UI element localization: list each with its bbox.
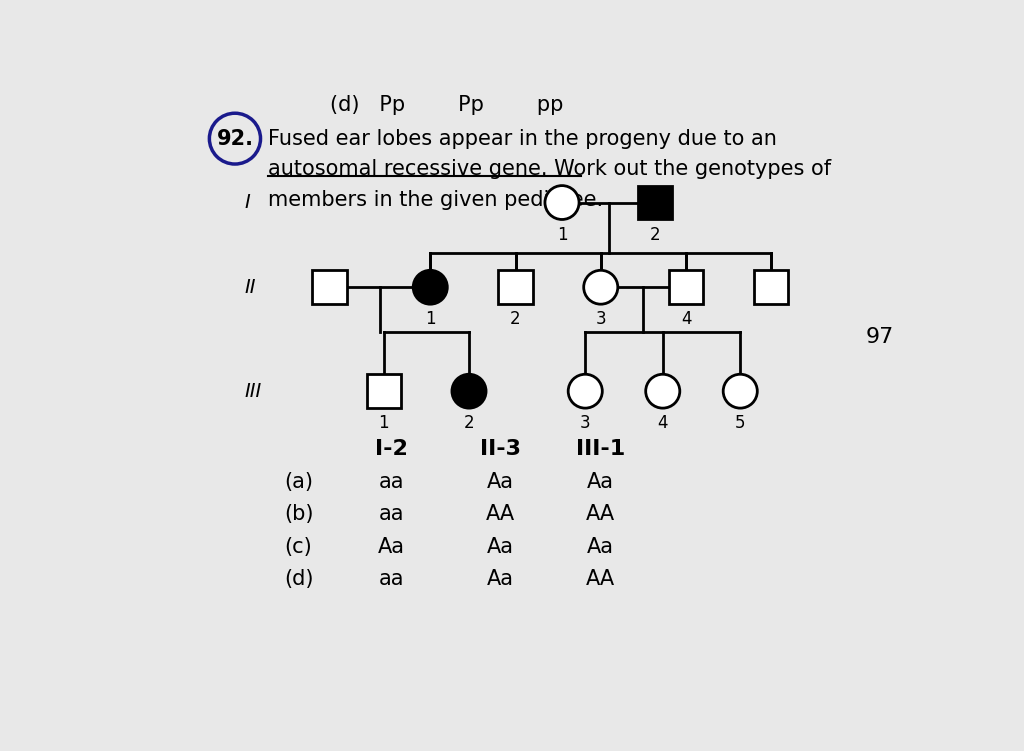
Text: 2: 2: [464, 415, 474, 433]
Text: (d): (d): [284, 569, 313, 589]
Text: III-1: III-1: [577, 439, 626, 459]
Bar: [367, 374, 400, 408]
Text: 1: 1: [379, 415, 389, 433]
Bar: [638, 185, 672, 219]
Text: (d)   Pp        Pp        pp: (d) Pp Pp pp: [330, 95, 563, 115]
Text: I: I: [245, 193, 250, 212]
Text: 3: 3: [580, 415, 591, 433]
Text: 4: 4: [681, 310, 691, 328]
Text: 5: 5: [735, 415, 745, 433]
Text: 2: 2: [510, 310, 521, 328]
Circle shape: [414, 270, 447, 304]
Text: 1: 1: [425, 310, 435, 328]
Text: II: II: [245, 278, 256, 297]
Text: AA: AA: [586, 569, 615, 589]
Circle shape: [452, 374, 486, 408]
Bar: [755, 270, 788, 304]
Circle shape: [568, 374, 602, 408]
Text: III: III: [245, 382, 261, 401]
Text: Aa: Aa: [587, 537, 614, 556]
Text: 97: 97: [865, 327, 894, 347]
Text: Fused ear lobes appear in the progeny due to an: Fused ear lobes appear in the progeny du…: [267, 128, 776, 149]
Bar: [499, 270, 532, 304]
Text: II-3: II-3: [479, 439, 520, 459]
Text: 4: 4: [657, 415, 668, 433]
Circle shape: [584, 270, 617, 304]
Text: autosomal recessive gene. Work out the genotypes of: autosomal recessive gene. Work out the g…: [267, 159, 830, 179]
Text: (c): (c): [285, 537, 312, 556]
Circle shape: [209, 113, 260, 164]
Text: 3: 3: [595, 310, 606, 328]
Text: 1: 1: [557, 225, 567, 243]
Text: aa: aa: [379, 472, 404, 492]
Text: Aa: Aa: [587, 472, 614, 492]
Bar: [312, 270, 346, 304]
Text: Aa: Aa: [378, 537, 406, 556]
Bar: [669, 270, 703, 304]
Text: members in the given pedigree.: members in the given pedigree.: [267, 190, 603, 210]
Text: aa: aa: [379, 505, 404, 524]
Text: Aa: Aa: [486, 537, 513, 556]
Circle shape: [646, 374, 680, 408]
Text: (a): (a): [284, 472, 313, 492]
Text: Aa: Aa: [486, 472, 513, 492]
Text: I-2: I-2: [375, 439, 408, 459]
Text: AA: AA: [586, 505, 615, 524]
Text: AA: AA: [485, 505, 515, 524]
Circle shape: [723, 374, 758, 408]
Text: 2: 2: [649, 225, 660, 243]
Text: aa: aa: [379, 569, 404, 589]
Circle shape: [545, 185, 579, 219]
Text: 92.: 92.: [216, 128, 254, 149]
Text: (b): (b): [284, 505, 313, 524]
Text: Aa: Aa: [486, 569, 513, 589]
